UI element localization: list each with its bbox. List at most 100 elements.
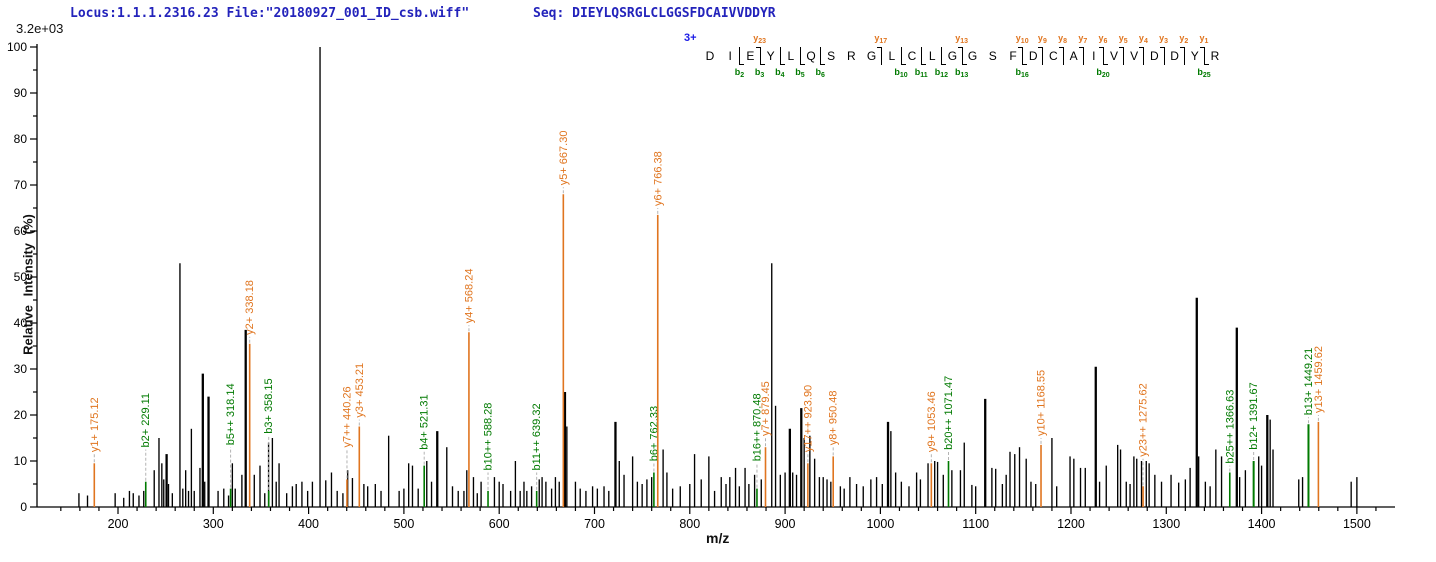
residue-12-L: L — [928, 49, 936, 63]
cleavage-bar-11 — [921, 47, 923, 65]
svg-text:500: 500 — [393, 517, 414, 531]
peak-label-y9: y9+ 1053.46 — [926, 391, 938, 452]
svg-text:1300: 1300 — [1152, 517, 1180, 531]
b-bracket-foot — [1205, 64, 1209, 65]
b-bracket-foot — [902, 64, 906, 65]
y-bracket-foot — [1119, 47, 1124, 48]
b-bracket-foot — [740, 64, 745, 65]
residue-6-Q: Q — [806, 49, 816, 63]
residue-15-S: S — [988, 49, 997, 63]
peak-label-b16: b16++ 870.48 — [751, 393, 763, 461]
y-bracket-foot — [1099, 47, 1103, 48]
cleavage-bar-6 — [820, 47, 822, 65]
peak-label-b11: b11++ 639.32 — [531, 403, 543, 470]
peak-label-b13: b13+ 1449.21 — [1303, 348, 1315, 416]
y-ion-label-y10: y10 — [1015, 33, 1029, 45]
cleavage-bar-12 — [941, 47, 943, 65]
peak-label-b2: b2+ 229.11 — [140, 393, 152, 448]
residue-14-G: G — [967, 49, 978, 63]
svg-text:900: 900 — [775, 517, 796, 531]
y-bracket-foot — [755, 47, 760, 48]
svg-text:400: 400 — [298, 517, 319, 531]
cleavage-bar-13 — [961, 47, 963, 65]
y-ion-label-y2: y2 — [1179, 33, 1189, 45]
precursor-charge-label: 3+ — [684, 32, 697, 44]
y-bracket-foot — [1018, 47, 1023, 48]
peak-label-y6: y6+ 766.38 — [652, 151, 664, 206]
peak-label-y17: y17++ 923.90 — [802, 385, 814, 452]
y-bracket-foot — [1038, 47, 1043, 48]
y-ion-label-y8: y8 — [1058, 33, 1068, 45]
y-ion-label-y6: y6 — [1098, 33, 1108, 45]
svg-text:1200: 1200 — [1057, 517, 1085, 531]
svg-text:60: 60 — [14, 224, 28, 238]
residue-5-L: L — [787, 49, 795, 63]
residue-20-I: I — [1092, 49, 1096, 63]
y-ion-label-y4: y4 — [1138, 33, 1148, 45]
y-bracket-foot — [1078, 47, 1083, 48]
y-bracket-foot — [1200, 47, 1204, 48]
residue-16-F: F — [1009, 49, 1017, 63]
y-ion-label-y17: y17 — [874, 33, 888, 45]
y-ion-label-y7: y7 — [1078, 33, 1088, 45]
b-ion-label-b25: b25 — [1197, 67, 1211, 79]
peak-label-y13: y13+ 1459.62 — [1313, 346, 1325, 413]
residue-26-R: R — [1210, 49, 1220, 63]
residue-9-G: G — [866, 49, 877, 63]
y-ion-label-y23: y23 — [753, 33, 766, 45]
svg-text:50: 50 — [14, 270, 28, 284]
cleavage-bar-23 — [1163, 47, 1165, 65]
residue-24-D: D — [1170, 49, 1179, 63]
b-ion-label-b3: b3 — [754, 67, 765, 79]
b-ion-label-b12: b12 — [934, 67, 949, 79]
b-bracket-foot — [922, 64, 927, 65]
y-bracket-foot — [876, 47, 881, 48]
residue-13-G: G — [947, 49, 958, 63]
y-ion-label-y13: y13 — [955, 33, 968, 45]
peak-lines — [78, 47, 1358, 507]
seq-label: Seq: — [533, 6, 565, 21]
residue-8-R: R — [847, 49, 856, 63]
residue-25-Y: Y — [1190, 49, 1199, 63]
peak-label-y8: y8+ 950.48 — [828, 390, 840, 445]
cleavage-bar-10 — [901, 47, 902, 65]
svg-text:1500: 1500 — [1343, 517, 1371, 531]
cleavage-bar-18 — [1062, 47, 1064, 65]
y-axis-max-count-label: 3.2e+03 — [16, 21, 64, 36]
y-bracket-foot — [957, 47, 962, 48]
svg-text:800: 800 — [679, 517, 700, 531]
residue-17-D: D — [1028, 49, 1038, 63]
b-ion-label-b10: b10 — [894, 67, 908, 79]
y-ion-label-y5: y5 — [1118, 33, 1128, 45]
residue-2-I: I — [728, 49, 732, 63]
axes — [36, 44, 1395, 508]
peak-label-b25: b25++ 1366.63 — [1224, 390, 1236, 464]
peak-label-y3: y3+ 453.21 — [354, 363, 366, 418]
b-bracket-foot — [780, 64, 785, 65]
b-ion-label-b20: b20 — [1096, 67, 1110, 79]
annotated-peaks: y1+ 175.12 b2+ 229.11 b5++ 318.14 y2+ 338.1… — [89, 131, 1325, 507]
peak-label-b20: b20++ 1071.47 — [943, 376, 955, 450]
residue-18-C: C — [1049, 49, 1058, 63]
residue-1-D: D — [705, 49, 715, 63]
svg-text:200: 200 — [108, 517, 129, 531]
svg-text:30: 30 — [14, 362, 28, 376]
residue-19-A: A — [1069, 49, 1078, 63]
b-ion-label-b5: b5 — [795, 67, 805, 79]
peak-label-y7: y7+ 879.45 — [760, 381, 772, 436]
peak-label-b10: b10++ 588.28 — [483, 403, 495, 471]
peak-label-b4: b4+ 521.31 — [419, 394, 431, 449]
svg-text:70: 70 — [14, 178, 28, 192]
peak-label-y23: y23++ 1275.62 — [1138, 383, 1150, 456]
residue-22-V: V — [1130, 49, 1139, 63]
cleavage-bar-3 — [759, 47, 761, 65]
peak-label-y5: y5+ 667.30 — [558, 131, 570, 186]
y-bracket-foot — [1159, 47, 1164, 48]
b-ion-label-b2: b2 — [734, 67, 745, 79]
cleavage-bar-22 — [1143, 47, 1145, 65]
peak-label-y10: y10+ 1168.55 — [1036, 370, 1048, 436]
peak-label-y2: y2+ 338.18 — [244, 280, 256, 335]
svg-text:80: 80 — [14, 132, 28, 146]
